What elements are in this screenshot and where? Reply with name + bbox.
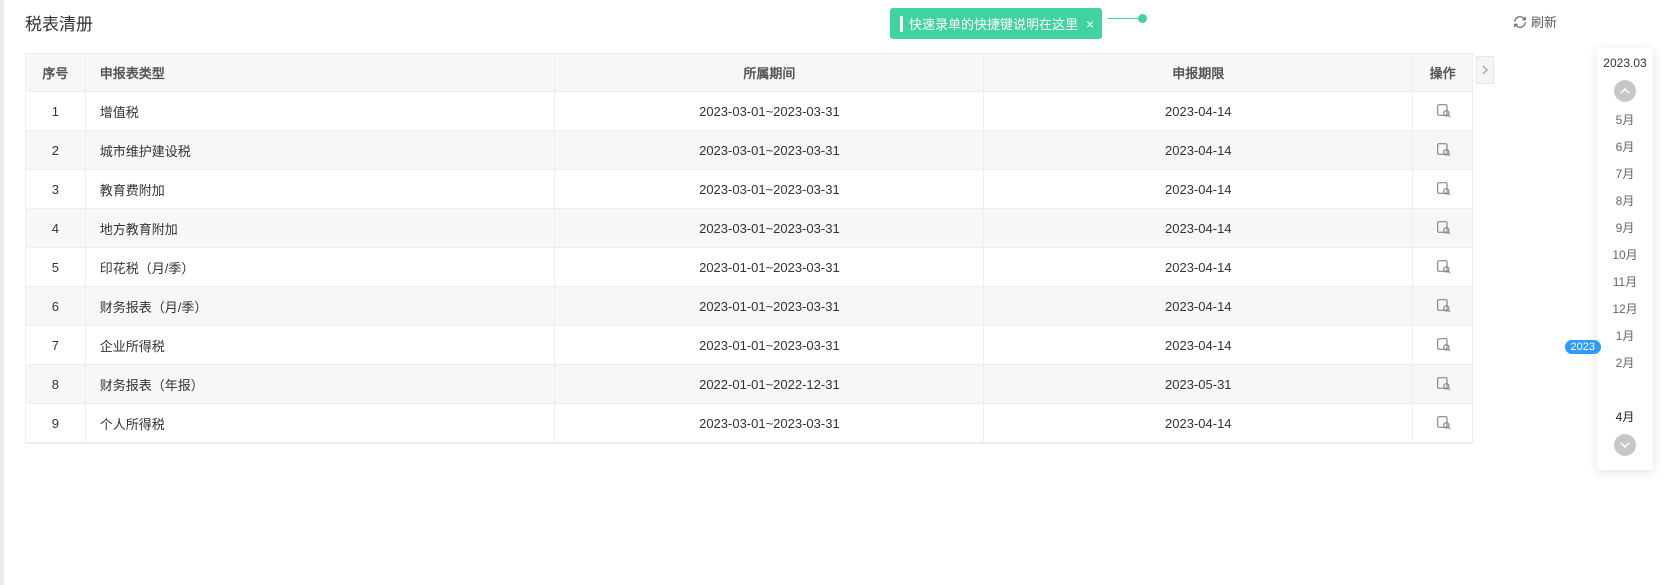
- cell-index: 3: [26, 170, 85, 209]
- cell-index: 6: [26, 287, 85, 326]
- month-item[interactable]: 9月: [1597, 214, 1653, 241]
- month-item[interactable]: 11月: [1597, 268, 1653, 295]
- page-title: 税表清册: [25, 10, 93, 35]
- month-switcher-panel: 2023.03 5月6月7月8月9月10月11月12月1月2月3月4月: [1597, 48, 1653, 470]
- table-row[interactable]: 8财务报表（年报）2022-01-01~2022-12-312023-05-31: [26, 365, 1472, 404]
- cell-type: 地方教育附加: [85, 209, 555, 248]
- chevron-down-icon: [1620, 442, 1630, 448]
- table-row[interactable]: 9个人所得税2023-03-01~2023-03-312023-04-14: [26, 404, 1472, 443]
- month-item[interactable]: 5月: [1597, 106, 1653, 133]
- tax-table: 序号 申报表类型 所属期间 申报期限 操作 1增值税2023-03-01~202…: [25, 53, 1473, 444]
- view-detail-icon[interactable]: [1434, 257, 1452, 275]
- tip-banner-text: 快速录单的快捷键说明在这里: [909, 14, 1078, 33]
- tip-banner-accent: [900, 16, 903, 32]
- view-detail-icon[interactable]: [1434, 413, 1452, 431]
- view-detail-icon[interactable]: [1434, 374, 1452, 392]
- cell-index: 8: [26, 365, 85, 404]
- cell-period: 2022-01-01~2022-12-31: [555, 365, 984, 404]
- cell-period: 2023-01-01~2023-03-31: [555, 326, 984, 365]
- table-row[interactable]: 1增值税2023-03-01~2023-03-312023-04-14: [26, 92, 1472, 131]
- chevron-up-icon: [1620, 88, 1630, 94]
- table-row[interactable]: 4地方教育附加2023-03-01~2023-03-312023-04-14: [26, 209, 1472, 248]
- cell-type: 个人所得税: [85, 404, 555, 443]
- cell-deadline: 2023-04-14: [984, 287, 1413, 326]
- table-row[interactable]: 5印花税（月/季）2023-01-01~2023-03-312023-04-14: [26, 248, 1472, 287]
- scroll-down-button[interactable]: [1614, 434, 1636, 456]
- view-detail-icon[interactable]: [1434, 218, 1452, 236]
- month-item[interactable]: 3月: [1597, 376, 1653, 403]
- cell-deadline: 2023-04-14: [984, 326, 1413, 365]
- page-header: 税表清册 快速录单的快捷键说明在这里 × 刷新: [0, 0, 1667, 53]
- col-header-deadline: 申报期限: [984, 54, 1413, 92]
- view-detail-icon[interactable]: [1434, 335, 1452, 353]
- cell-type: 印花税（月/季）: [85, 248, 555, 287]
- cell-period: 2023-03-01~2023-03-31: [555, 404, 984, 443]
- expand-chevron-icon[interactable]: [1476, 56, 1494, 84]
- cell-deadline: 2023-04-14: [984, 131, 1413, 170]
- month-item[interactable]: 7月: [1597, 160, 1653, 187]
- cell-index: 7: [26, 326, 85, 365]
- month-item[interactable]: 12月: [1597, 295, 1653, 322]
- tip-connector-dot: [1138, 14, 1147, 23]
- cell-deadline: 2023-04-14: [984, 248, 1413, 287]
- left-gutter: [0, 0, 4, 585]
- scroll-up-button[interactable]: [1614, 80, 1636, 102]
- view-detail-icon[interactable]: [1434, 140, 1452, 158]
- cell-deadline: 2023-04-14: [984, 170, 1413, 209]
- cell-type: 城市维护建设税: [85, 131, 555, 170]
- cell-type: 增值税: [85, 92, 555, 131]
- col-header-type: 申报表类型: [85, 54, 555, 92]
- cell-index: 2: [26, 131, 85, 170]
- view-detail-icon[interactable]: [1434, 179, 1452, 197]
- table-row[interactable]: 6财务报表（月/季）2023-01-01~2023-03-312023-04-1…: [26, 287, 1472, 326]
- cell-deadline: 2023-05-31: [984, 365, 1413, 404]
- table-row[interactable]: 3教育费附加2023-03-01~2023-03-312023-04-14: [26, 170, 1472, 209]
- cell-period: 2023-01-01~2023-03-31: [555, 248, 984, 287]
- tip-connector-line: [1108, 18, 1138, 19]
- refresh-label: 刷新: [1531, 12, 1557, 31]
- col-header-index: 序号: [26, 54, 85, 92]
- cell-type: 财务报表（月/季）: [85, 287, 555, 326]
- table-header-row: 序号 申报表类型 所属期间 申报期限 操作: [26, 54, 1472, 92]
- month-item[interactable]: 8月: [1597, 187, 1653, 214]
- current-year-month: 2023.03: [1597, 56, 1653, 76]
- cell-period: 2023-03-01~2023-03-31: [555, 131, 984, 170]
- cell-type: 教育费附加: [85, 170, 555, 209]
- cell-deadline: 2023-04-14: [984, 92, 1413, 131]
- col-header-period: 所属期间: [555, 54, 984, 92]
- shortcut-tip-banner[interactable]: 快速录单的快捷键说明在这里 ×: [890, 8, 1102, 39]
- cell-deadline: 2023-04-14: [984, 404, 1413, 443]
- refresh-button[interactable]: 刷新: [1513, 12, 1557, 31]
- month-item[interactable]: 4月: [1597, 403, 1653, 430]
- view-detail-icon[interactable]: [1434, 101, 1452, 119]
- month-item[interactable]: 1月: [1597, 322, 1653, 349]
- cell-deadline: 2023-04-14: [984, 209, 1413, 248]
- month-item[interactable]: 6月: [1597, 133, 1653, 160]
- cell-type: 财务报表（年报）: [85, 365, 555, 404]
- close-icon[interactable]: ×: [1086, 17, 1094, 31]
- year-badge: 2023: [1565, 340, 1601, 354]
- cell-type: 企业所得税: [85, 326, 555, 365]
- table-row[interactable]: 2城市维护建设税2023-03-01~2023-03-312023-04-14: [26, 131, 1472, 170]
- month-item[interactable]: 2月: [1597, 349, 1653, 376]
- cell-index: 5: [26, 248, 85, 287]
- cell-period: 2023-01-01~2023-03-31: [555, 287, 984, 326]
- cell-period: 2023-03-01~2023-03-31: [555, 209, 984, 248]
- table-row[interactable]: 7企业所得税2023-01-01~2023-03-312023-04-14: [26, 326, 1472, 365]
- cell-period: 2023-03-01~2023-03-31: [555, 170, 984, 209]
- cell-index: 1: [26, 92, 85, 131]
- cell-index: 4: [26, 209, 85, 248]
- cell-period: 2023-03-01~2023-03-31: [555, 92, 984, 131]
- col-header-operate: 操作: [1413, 54, 1472, 92]
- month-item[interactable]: 10月: [1597, 241, 1653, 268]
- cell-index: 9: [26, 404, 85, 443]
- view-detail-icon[interactable]: [1434, 296, 1452, 314]
- refresh-icon: [1513, 15, 1527, 29]
